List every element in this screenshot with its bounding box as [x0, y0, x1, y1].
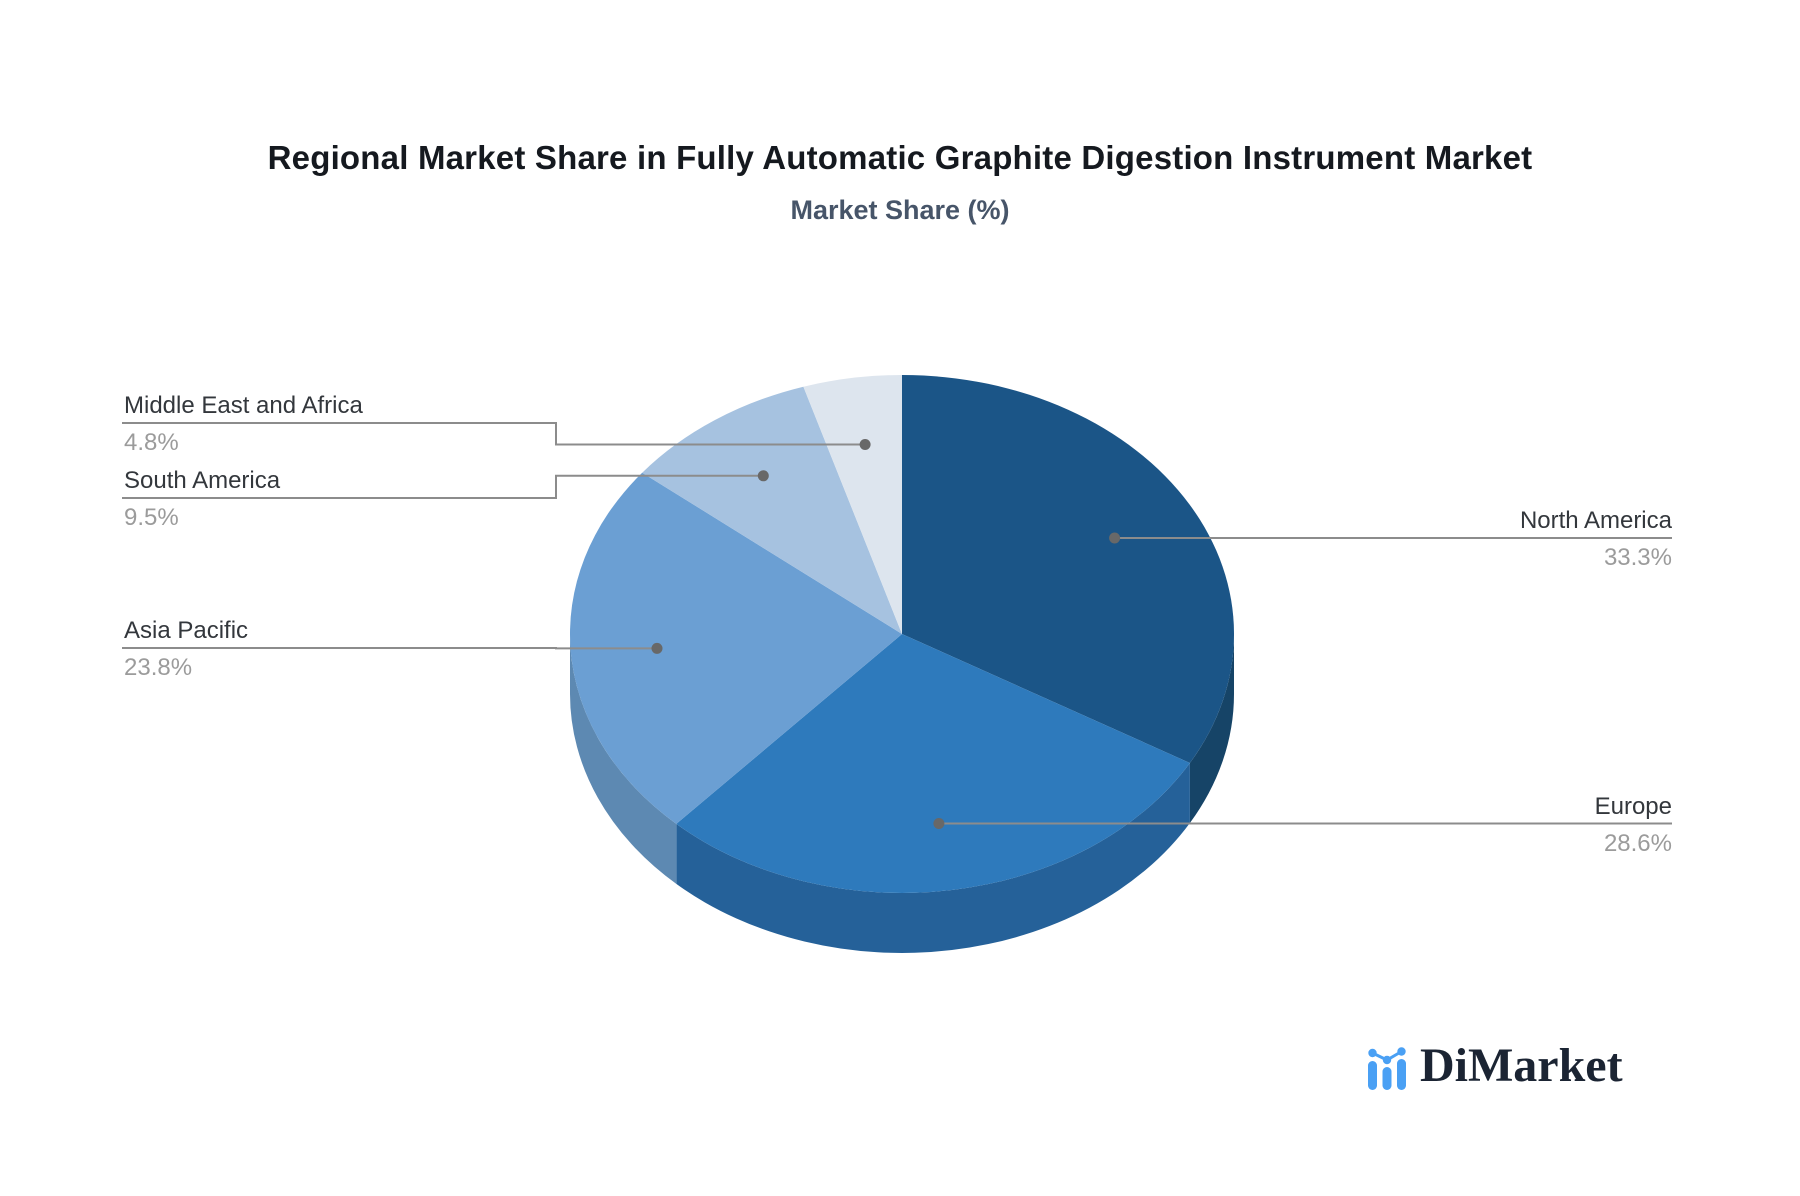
- slice-percent: 33.3%: [1603, 544, 1672, 571]
- callout-label-south-america: South America: [124, 467, 280, 495]
- callout-percent-middle-east-and-africa: 4.8%: [124, 429, 179, 457]
- callout-percent-south-america: 9.5%: [124, 504, 179, 532]
- slice-percent: 9.5%: [124, 504, 179, 531]
- pie-slice-side-asia-pacific: [570, 634, 677, 884]
- bar-line-chart-logo-icon: [1368, 1047, 1406, 1090]
- leader-dot-middle-east-and-africa: [859, 439, 871, 450]
- callout-label-europe: Europe: [1595, 793, 1672, 821]
- pie-slice-north-america: [902, 375, 1235, 763]
- pie-slice-south-america: [642, 386, 902, 634]
- leader-line-middle-east-and-africa: [122, 422, 866, 446]
- slice-label: South America: [124, 467, 281, 494]
- callout-percent-europe: 28.6%: [1604, 830, 1672, 858]
- brand-logo: DiMarket: [1364, 1040, 1664, 1100]
- pie-slice-middle-east-and-africa: [803, 375, 902, 634]
- pie-slice-asia-pacific: [570, 472, 902, 824]
- callout-label-middle-east-and-africa: Middle East and Africa: [124, 392, 363, 420]
- leader-dot-europe: [933, 818, 945, 829]
- callout-percent-asia-pacific: 23.8%: [124, 654, 192, 682]
- pie-slice-side-north-america: [1189, 634, 1234, 823]
- chart-title: Regional Market Share in Fully Automatic…: [267, 139, 1533, 176]
- brand-name: DiMarket: [1420, 1039, 1623, 1092]
- leader-line-south-america: [122, 474, 764, 499]
- slice-percent: 28.6%: [1603, 830, 1672, 857]
- pie-slice-side-europe: [676, 763, 1190, 953]
- pie-slice-europe: [676, 634, 1190, 893]
- slice-label: Asia Pacific: [124, 617, 249, 644]
- callout-label-north-america: North America: [1520, 507, 1672, 535]
- slice-label: Europe: [1594, 793, 1672, 820]
- callout-percent-north-america: 33.3%: [1604, 544, 1672, 572]
- slice-label: North America: [1519, 507, 1672, 534]
- leader-dot-south-america: [757, 470, 769, 482]
- slice-percent: 4.8%: [124, 429, 179, 456]
- chart-subtitle: Market Share (%): [790, 195, 1010, 225]
- leader-dot-north-america: [1109, 532, 1121, 544]
- callout-label-asia-pacific: Asia Pacific: [124, 617, 248, 645]
- slice-label: Middle East and Africa: [124, 392, 363, 419]
- slice-percent: 23.8%: [124, 654, 193, 681]
- leader-dot-asia-pacific: [651, 642, 663, 654]
